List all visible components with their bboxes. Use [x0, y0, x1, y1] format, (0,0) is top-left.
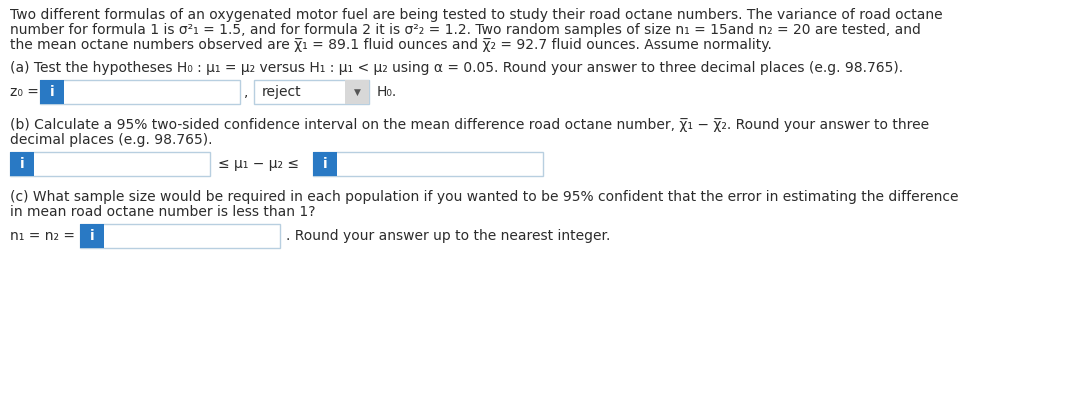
Text: n₁ = n₂ =: n₁ = n₂ =	[10, 229, 75, 243]
Text: the mean octane numbers observed are χ̅₁ = 89.1 fluid ounces and χ̅₂ = 92.7 flui: the mean octane numbers observed are χ̅₁…	[10, 38, 771, 52]
Text: H₀.: H₀.	[377, 85, 397, 99]
Text: in mean road octane number is less than 1?: in mean road octane number is less than …	[10, 205, 315, 219]
Text: z₀ =: z₀ =	[10, 85, 39, 99]
Text: ,: ,	[244, 85, 248, 99]
Text: (c) What sample size would be required in each population if you wanted to be 95: (c) What sample size would be required i…	[10, 190, 958, 204]
Bar	[254, 80, 369, 104]
Bar	[313, 152, 337, 176]
Text: decimal places (e.g. 98.765).: decimal places (e.g. 98.765).	[10, 133, 212, 147]
Bar	[313, 152, 543, 176]
Text: (b) Calculate a 95% two-sided confidence interval on the mean difference road oc: (b) Calculate a 95% two-sided confidence…	[10, 118, 929, 132]
Bar	[10, 152, 34, 176]
Text: i: i	[90, 229, 94, 243]
Text: . Round your answer up to the nearest integer.: . Round your answer up to the nearest in…	[286, 229, 611, 243]
Bar	[10, 152, 210, 176]
Text: reject: reject	[262, 85, 302, 99]
Text: (a) Test the hypotheses H₀ : μ₁ = μ₂ versus H₁ : μ₁ < μ₂ using α = 0.05. Round y: (a) Test the hypotheses H₀ : μ₁ = μ₂ ver…	[10, 61, 903, 75]
Bar	[40, 80, 240, 104]
Text: i: i	[49, 85, 55, 99]
Text: Two different formulas of an oxygenated motor fuel are being tested to study the: Two different formulas of an oxygenated …	[10, 8, 942, 22]
Text: ▼: ▼	[354, 87, 361, 97]
Text: i: i	[19, 157, 25, 171]
Bar	[346, 80, 369, 104]
Bar	[40, 80, 64, 104]
Bar	[80, 224, 104, 248]
Text: number for formula 1 is σ²₁ = 1.5, and for formula 2 it is σ²₂ = 1.2. Two random: number for formula 1 is σ²₁ = 1.5, and f…	[10, 23, 921, 37]
Text: ≤ μ₁ − μ₂ ≤: ≤ μ₁ − μ₂ ≤	[218, 157, 299, 171]
Bar	[80, 224, 280, 248]
Text: i: i	[323, 157, 327, 171]
